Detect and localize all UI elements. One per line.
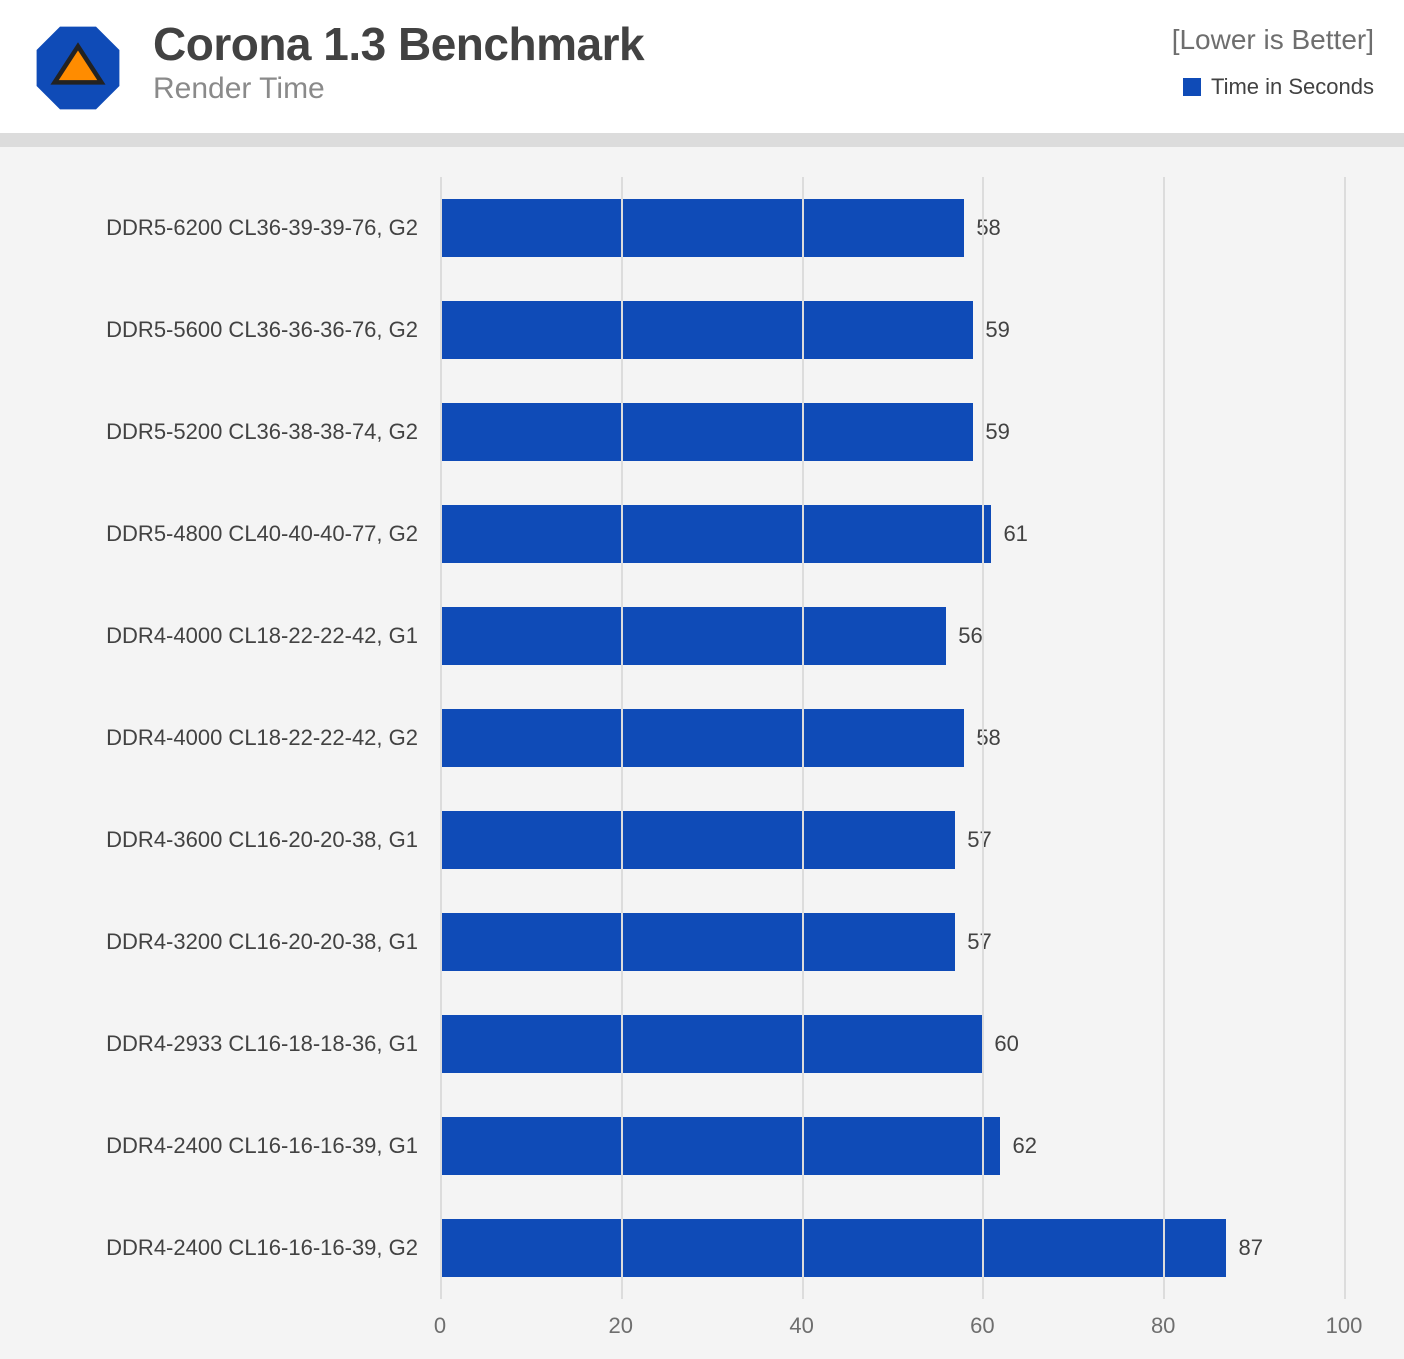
- gridline: [440, 177, 442, 1299]
- bar-label: DDR5-5600 CL36-36-36-76, G2: [106, 317, 440, 343]
- plot-area: DDR5-6200 CL36-39-39-76, G258DDR5-5600 C…: [440, 177, 1344, 1299]
- bar-label: DDR4-2933 CL16-18-18-36, G1: [106, 1031, 440, 1057]
- bar-row: DDR5-5200 CL36-38-38-74, G259: [440, 381, 1344, 483]
- bar-value: 56: [958, 623, 982, 649]
- bar-value: 58: [976, 725, 1000, 751]
- bar-row: DDR4-2933 CL16-18-18-36, G160: [440, 993, 1344, 1095]
- bar: [440, 505, 991, 563]
- bar: [440, 403, 973, 461]
- bar-row: DDR4-2400 CL16-16-16-39, G287: [440, 1197, 1344, 1299]
- bar-label: DDR5-6200 CL36-39-39-76, G2: [106, 215, 440, 241]
- bar-rows: DDR5-6200 CL36-39-39-76, G258DDR5-5600 C…: [440, 177, 1344, 1299]
- bar-label: DDR5-4800 CL40-40-40-77, G2: [106, 521, 440, 547]
- bar-value: 58: [976, 215, 1000, 241]
- bar-row: DDR4-2400 CL16-16-16-39, G162: [440, 1095, 1344, 1197]
- chart-legend: Time in Seconds: [1172, 74, 1374, 100]
- bar-row: DDR5-5600 CL36-36-36-76, G259: [440, 279, 1344, 381]
- bar-value: 87: [1238, 1235, 1262, 1261]
- legend-label: Time in Seconds: [1211, 74, 1374, 100]
- x-tick: 40: [789, 1313, 813, 1339]
- bar-row: DDR5-6200 CL36-39-39-76, G258: [440, 177, 1344, 279]
- bar-value: 57: [967, 929, 991, 955]
- bar-label: DDR4-2400 CL16-16-16-39, G1: [106, 1133, 440, 1159]
- bar: [440, 301, 973, 359]
- bar-value: 59: [985, 317, 1009, 343]
- chart-header: Corona 1.3 Benchmark Render Time [Lower …: [0, 0, 1404, 147]
- bar-label: DDR4-2400 CL16-16-16-39, G2: [106, 1235, 440, 1261]
- octagon-logo-icon: [33, 23, 123, 113]
- gridline: [982, 177, 984, 1299]
- bar-row: DDR4-3200 CL16-20-20-38, G157: [440, 891, 1344, 993]
- chart-title: Corona 1.3 Benchmark: [153, 20, 1172, 68]
- bar-row: DDR4-4000 CL18-22-22-42, G258: [440, 687, 1344, 789]
- x-tick: 0: [434, 1313, 446, 1339]
- bar-label: DDR4-3200 CL16-20-20-38, G1: [106, 929, 440, 955]
- bar: [440, 811, 955, 869]
- title-block: Corona 1.3 Benchmark Render Time: [153, 20, 1172, 106]
- bar-label: DDR4-4000 CL18-22-22-42, G1: [106, 623, 440, 649]
- bar-value: 61: [1003, 521, 1027, 547]
- bar-row: DDR5-4800 CL40-40-40-77, G261: [440, 483, 1344, 585]
- bar-label: DDR5-5200 CL36-38-38-74, G2: [106, 419, 440, 445]
- header-side: [Lower is Better] Time in Seconds: [1172, 20, 1374, 100]
- chart-note: [Lower is Better]: [1172, 24, 1374, 56]
- bar-row: DDR4-3600 CL16-20-20-38, G157: [440, 789, 1344, 891]
- site-logo: [30, 20, 125, 115]
- gridline: [1344, 177, 1346, 1299]
- x-tick: 60: [970, 1313, 994, 1339]
- bar: [440, 607, 946, 665]
- x-tick: 100: [1326, 1313, 1363, 1339]
- gridline: [1163, 177, 1165, 1299]
- legend-swatch-icon: [1183, 78, 1201, 96]
- bar-label: DDR4-4000 CL18-22-22-42, G2: [106, 725, 440, 751]
- bar: [440, 709, 964, 767]
- bar-value: 62: [1012, 1133, 1036, 1159]
- bar-value: 60: [994, 1031, 1018, 1057]
- bar-row: DDR4-4000 CL18-22-22-42, G156: [440, 585, 1344, 687]
- gridline: [621, 177, 623, 1299]
- bar-value: 59: [985, 419, 1009, 445]
- x-tick: 20: [609, 1313, 633, 1339]
- gridline: [802, 177, 804, 1299]
- bar: [440, 1015, 982, 1073]
- bar: [440, 199, 964, 257]
- chart-area: DDR5-6200 CL36-39-39-76, G258DDR5-5600 C…: [0, 147, 1404, 1359]
- x-tick: 80: [1151, 1313, 1175, 1339]
- bar-label: DDR4-3600 CL16-20-20-38, G1: [106, 827, 440, 853]
- x-axis: [0, 1299, 1404, 1359]
- bar: [440, 1117, 1000, 1175]
- bar-value: 57: [967, 827, 991, 853]
- bar: [440, 913, 955, 971]
- chart-subtitle: Render Time: [153, 72, 1172, 106]
- bar: [440, 1219, 1226, 1277]
